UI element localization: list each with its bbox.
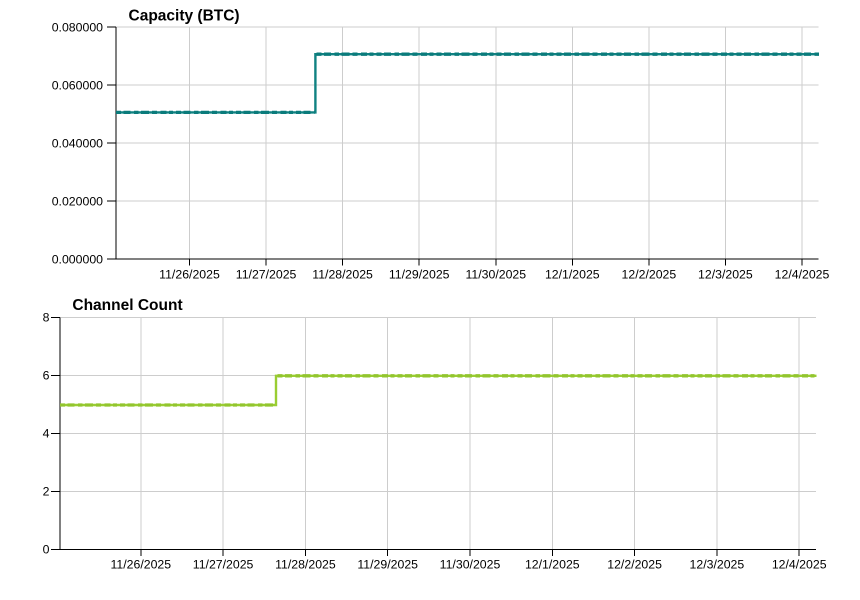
svg-text:0.000000: 0.000000: [52, 252, 103, 266]
svg-text:11/26/2025: 11/26/2025: [159, 268, 220, 282]
svg-text:Capacity (BTC): Capacity (BTC): [129, 8, 240, 25]
svg-text:11/29/2025: 11/29/2025: [357, 558, 418, 572]
svg-text:12/2/2025: 12/2/2025: [607, 558, 662, 572]
svg-text:8: 8: [43, 311, 50, 325]
svg-text:12/4/2025: 12/4/2025: [772, 558, 827, 572]
svg-text:11/26/2025: 11/26/2025: [110, 558, 171, 572]
svg-text:11/30/2025: 11/30/2025: [465, 268, 526, 282]
svg-text:6: 6: [43, 369, 50, 383]
svg-text:2: 2: [43, 485, 50, 499]
svg-text:11/27/2025: 11/27/2025: [236, 268, 297, 282]
svg-text:Channel Count: Channel Count: [72, 297, 182, 314]
svg-text:12/1/2025: 12/1/2025: [545, 268, 600, 282]
svg-text:0: 0: [43, 543, 50, 557]
svg-text:12/2/2025: 12/2/2025: [622, 268, 677, 282]
svg-text:11/27/2025: 11/27/2025: [193, 558, 254, 572]
svg-text:11/29/2025: 11/29/2025: [389, 268, 450, 282]
svg-text:0.060000: 0.060000: [52, 78, 103, 92]
svg-text:12/3/2025: 12/3/2025: [690, 558, 745, 572]
svg-text:11/30/2025: 11/30/2025: [440, 558, 501, 572]
svg-text:12/3/2025: 12/3/2025: [698, 268, 753, 282]
svg-text:0.080000: 0.080000: [52, 20, 103, 34]
svg-text:12/4/2025: 12/4/2025: [775, 268, 830, 282]
svg-text:0.020000: 0.020000: [52, 194, 103, 208]
svg-text:4: 4: [43, 427, 50, 441]
svg-text:0.040000: 0.040000: [52, 136, 103, 150]
svg-text:12/1/2025: 12/1/2025: [525, 558, 580, 572]
svg-text:11/28/2025: 11/28/2025: [312, 268, 373, 282]
svg-text:11/28/2025: 11/28/2025: [275, 558, 336, 572]
